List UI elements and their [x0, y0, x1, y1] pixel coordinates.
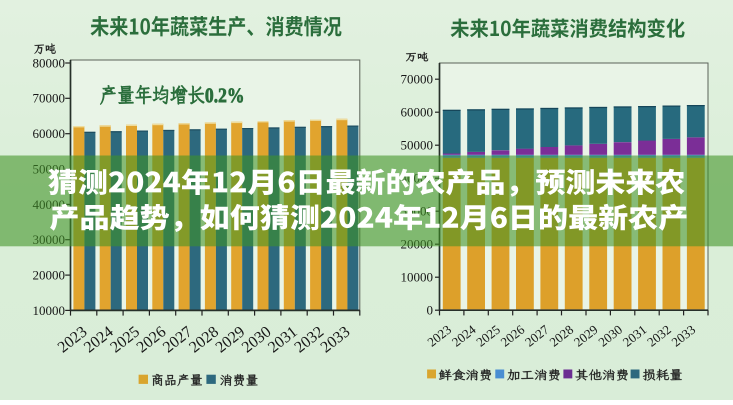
svg-text:10000: 10000 [33, 303, 66, 318]
svg-text:50000: 50000 [401, 138, 434, 153]
svg-text:70000: 70000 [401, 72, 434, 87]
svg-text:60000: 60000 [33, 126, 66, 141]
svg-text:20000: 20000 [33, 268, 66, 283]
svg-text:0: 0 [427, 303, 434, 318]
svg-text:70000: 70000 [33, 91, 66, 106]
svg-text:80000: 80000 [33, 55, 66, 70]
svg-text:60000: 60000 [401, 105, 434, 120]
svg-text:10000: 10000 [401, 270, 434, 285]
